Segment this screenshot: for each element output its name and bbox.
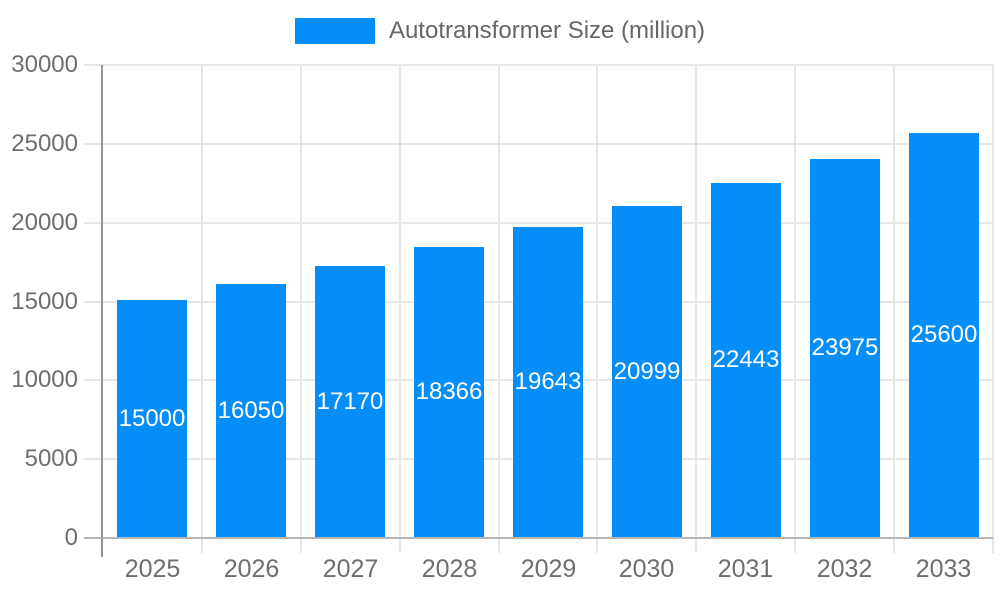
legend-label: Autotransformer Size (million) [388, 17, 706, 44]
y-tick-label: 10000 [11, 366, 78, 393]
bar-value-label: 16050 [217, 397, 285, 424]
y-gridline [84, 64, 993, 66]
x-gridline [300, 65, 302, 553]
bar-value-label: 20999 [613, 358, 681, 385]
x-axis-baseline [84, 537, 993, 539]
bar-2027[interactable] [315, 266, 385, 537]
x-gridline [893, 65, 895, 553]
legend-swatch-icon [294, 18, 375, 44]
bar-value-label: 18366 [415, 378, 483, 405]
x-tick-label: 2033 [915, 555, 972, 583]
plot-area: 15000 16050 17170 18366 19643 20999 22443 23975… [11, 52, 994, 583]
x-tick-label: 2026 [223, 555, 280, 583]
bar-2025[interactable] [117, 300, 187, 537]
bar-value-label: 25600 [910, 321, 978, 348]
y-gridline [84, 143, 993, 145]
bar-2031[interactable] [711, 183, 781, 537]
x-gridline [992, 65, 994, 553]
y-tick-label: 15000 [11, 288, 78, 315]
y-tick-label: 0 [64, 524, 78, 551]
bar-value-label: 17170 [316, 388, 384, 415]
x-gridline [794, 65, 796, 553]
chart-legend: Autotransformer Size (million) [0, 17, 1000, 45]
x-gridline [596, 65, 598, 553]
x-tick-label: 2031 [717, 555, 774, 583]
bar-2026[interactable] [216, 284, 286, 537]
x-tick-label: 2025 [124, 555, 181, 583]
x-gridline [201, 65, 203, 553]
y-tick-label: 25000 [11, 130, 78, 157]
x-tick-label: 2027 [322, 555, 379, 583]
bar-value-label: 19643 [514, 368, 582, 395]
x-tick-label: 2032 [816, 555, 873, 583]
x-tick-label: 2029 [520, 555, 577, 583]
bar-2028[interactable] [414, 247, 484, 537]
x-tick-label: 2028 [421, 555, 478, 583]
y-tick-label: 30000 [11, 51, 78, 78]
bar-value-label: 22443 [712, 346, 780, 373]
x-gridline [399, 65, 401, 553]
bar-2033[interactable] [909, 133, 979, 537]
bar-value-label: 15000 [118, 405, 186, 432]
y-tick-label: 5000 [24, 445, 78, 472]
bar-2029[interactable] [513, 227, 583, 537]
x-tick-label: 2030 [618, 555, 675, 583]
x-gridline [695, 65, 697, 553]
y-axis-line [101, 65, 103, 557]
x-gridline [498, 65, 500, 553]
bar-2030[interactable] [612, 206, 682, 537]
y-tick-label: 20000 [11, 209, 78, 236]
bar-value-label: 23975 [811, 334, 879, 361]
